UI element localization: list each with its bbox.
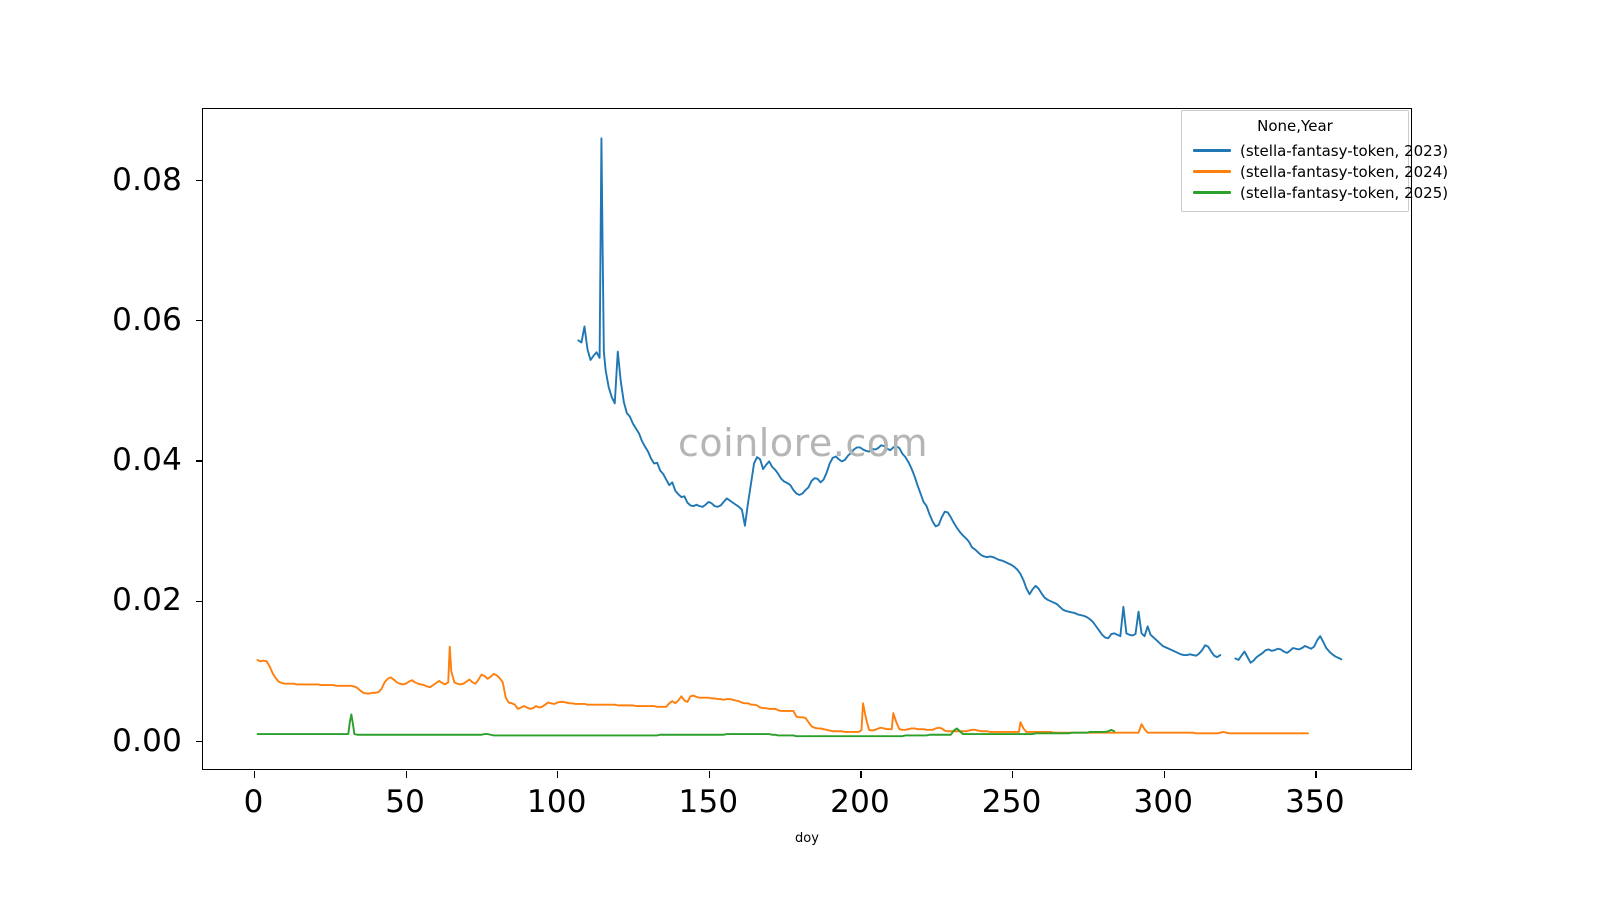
- plot-area: [196, 108, 1412, 778]
- y-tick-mark: [196, 460, 203, 462]
- legend-item-label: (stella-fantasy-token, 2023): [1240, 141, 1449, 160]
- x-tick-mark: [253, 771, 256, 778]
- x-tick-mark: [405, 771, 407, 778]
- y-tick-mark: [196, 320, 203, 322]
- legend-color-swatch: [1193, 191, 1231, 194]
- y-tick-label: 0.02: [112, 582, 182, 619]
- plot-svg: [203, 109, 1411, 769]
- x-tick-label: 150: [678, 784, 739, 820]
- legend-item-0[interactable]: (stella-fantasy-token, 2023): [1191, 140, 1448, 161]
- legend-color-swatch: [1193, 149, 1231, 152]
- series-line-1: [257, 647, 1308, 734]
- legend-rows: (stella-fantasy-token, 2023) (stella-fant…: [1191, 140, 1448, 203]
- series-line-2: [257, 714, 1114, 736]
- legend-title: None,Year: [1257, 117, 1333, 135]
- chart-legend: None,Year (stella-fantasy-token, 2023) (s…: [1181, 110, 1448, 212]
- x-tick-label: 250: [981, 784, 1042, 820]
- legend-color-swatch: [1193, 170, 1231, 173]
- y-tick-label: 0.06: [112, 301, 182, 338]
- y-tick-label: 0.08: [112, 161, 182, 198]
- x-tick-label: 350: [1285, 784, 1345, 820]
- x-tick-mark: [1315, 771, 1317, 778]
- y-tick-label: 0.04: [112, 442, 182, 479]
- y-tick-mark: [196, 740, 203, 743]
- x-tick-mark: [708, 771, 711, 778]
- x-tick-label: 300: [1133, 784, 1194, 820]
- x-tick-mark: [557, 771, 559, 778]
- x-tick-mark: [1012, 771, 1014, 778]
- y-tick-mark: [196, 179, 203, 182]
- legend-item-1[interactable]: (stella-fantasy-token, 2024): [1191, 161, 1448, 182]
- x-tick-label: 50: [385, 784, 426, 820]
- series-line-0: [578, 138, 1341, 662]
- legend-item-2[interactable]: (stella-fantasy-token, 2025): [1191, 182, 1448, 203]
- x-axis-label: doy: [795, 831, 819, 846]
- legend-item-label: (stella-fantasy-token, 2025): [1240, 183, 1449, 202]
- x-tick-label: 0: [243, 784, 264, 820]
- y-tick-label: 0.00: [112, 722, 182, 759]
- x-tick-mark: [860, 771, 862, 778]
- x-tick-mark: [1163, 771, 1165, 778]
- legend-item-label: (stella-fantasy-token, 2024): [1240, 162, 1449, 181]
- x-tick-label: 100: [526, 784, 587, 820]
- y-tick-mark: [196, 600, 203, 602]
- x-tick-label: 200: [830, 784, 890, 820]
